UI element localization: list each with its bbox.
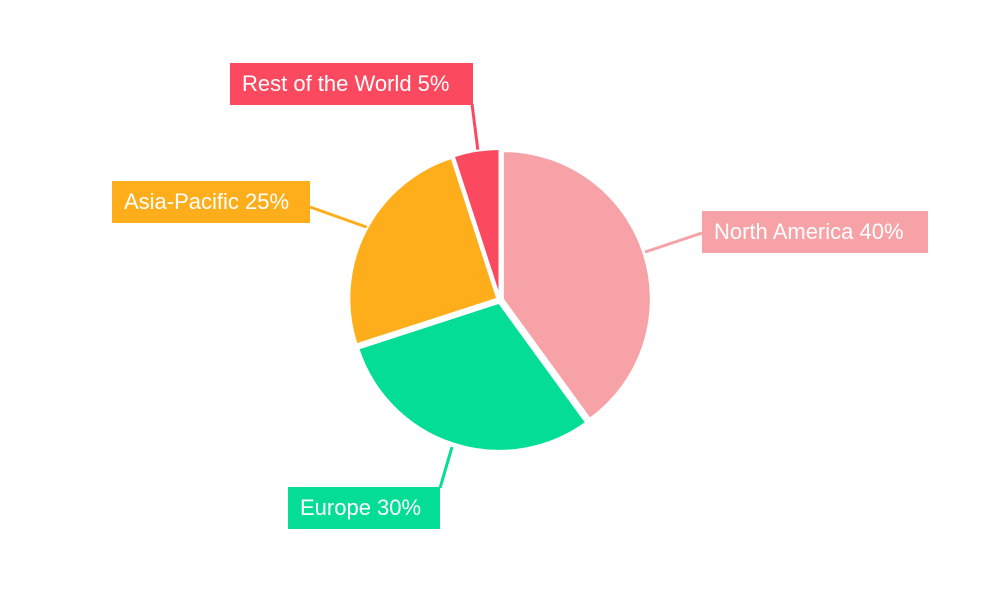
leader-line-group [309,103,703,489]
leader-line-rest-of-the-world [470,103,480,152]
pie-slice-north-america[interactable] [501,150,652,421]
pie-slice-asia-pacific[interactable] [348,156,499,346]
pie-slice-europe[interactable] [357,301,588,452]
pie-slice-rest-of-the-world[interactable] [452,148,501,298]
pie-slice-group [348,148,652,452]
leader-line-asia-pacific [309,205,370,230]
pie-label-europe: Europe 30% [288,487,440,529]
leader-line-europe [438,446,454,489]
leader-line-north-america [644,231,703,254]
pie-label-north-america: North America 40% [702,211,928,253]
pie-label-rest-of-the-world: Rest of the World 5% [230,63,473,105]
pie-label-asia-pacific: Asia-Pacific 25% [112,181,310,223]
